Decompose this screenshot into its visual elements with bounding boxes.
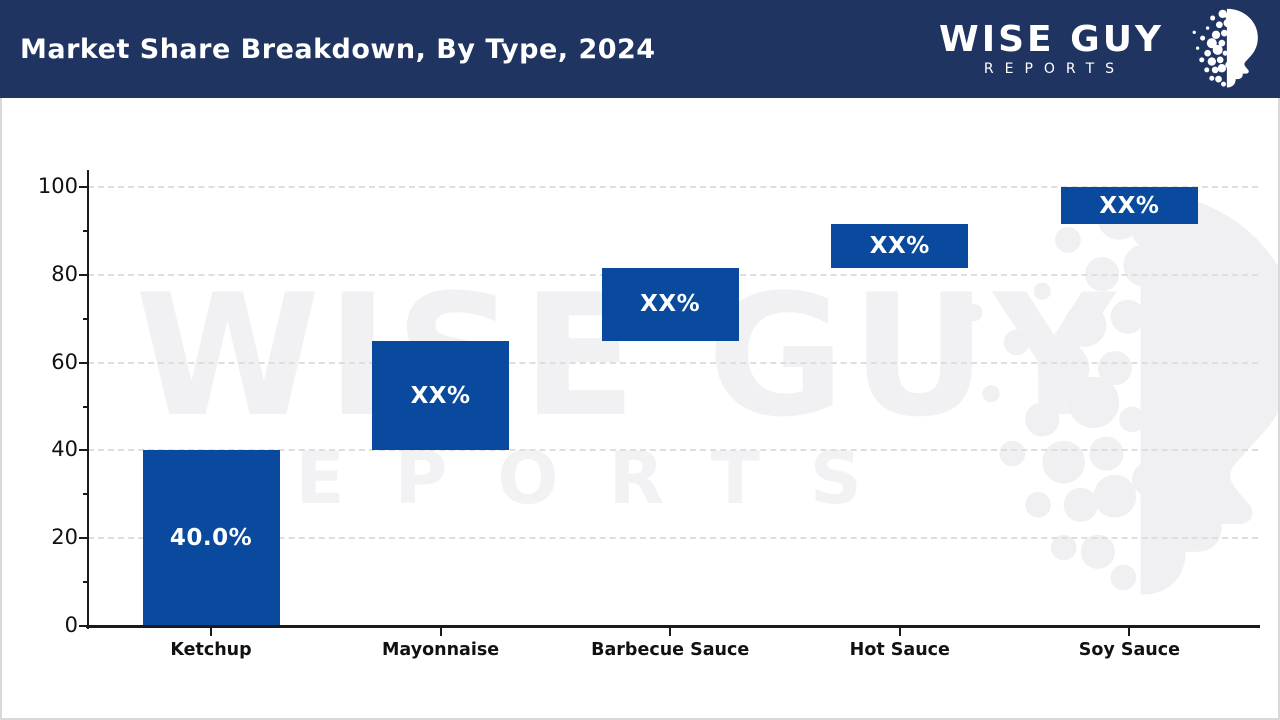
x-tick-mark: [669, 628, 672, 636]
page-title: Market Share Breakdown, By Type, 2024: [20, 33, 656, 65]
x-tick-mark: [898, 628, 901, 636]
bar-soy-sauce: XX%: [1060, 187, 1198, 225]
bar-mayonnaise: XX%: [372, 340, 510, 451]
x-category-label: Mayonnaise: [382, 640, 500, 660]
gridline-40: [88, 449, 1258, 452]
bar-ketchup: 40.0%: [142, 450, 280, 626]
figure-border-right: [1278, 98, 1280, 720]
y-minor-tick-mark: [83, 317, 88, 320]
y-minor-tick-mark: [83, 493, 88, 496]
brand-name: WISE GUY: [938, 19, 1164, 60]
bar-value-label: XX%: [1099, 192, 1160, 219]
bar-hot-sauce: XX%: [831, 224, 969, 269]
y-tick-mark: [79, 186, 88, 188]
y-tick-label: 20: [51, 525, 78, 550]
y-axis-spine: [87, 170, 89, 629]
y-tick-label: 60: [51, 349, 78, 374]
y-tick-mark: [79, 449, 88, 452]
y-tick-mark: [79, 273, 88, 276]
y-tick-mark: [79, 537, 88, 540]
y-tick-label: 80: [51, 261, 78, 286]
brand-logo: WISE GUY REPORTS: [939, 7, 1280, 91]
y-tick-label: 40: [51, 437, 78, 462]
figure-border-bottom: [0, 718, 1280, 720]
x-category-label: Barbecue Sauce: [591, 640, 750, 660]
bar-value-label: 40.0%: [169, 525, 253, 552]
x-tick-mark: [439, 628, 442, 636]
x-category-label: Hot Sauce: [849, 640, 950, 660]
bar-value-label: XX%: [869, 233, 930, 260]
x-category-label: Ketchup: [170, 640, 252, 660]
brand-subname: REPORTS: [983, 61, 1126, 77]
y-tick-mark: [79, 361, 88, 364]
bar-value-label: XX%: [410, 382, 471, 409]
bar-value-label: XX%: [640, 291, 701, 318]
y-tick-mark: [79, 625, 88, 627]
bar-barbecue-sauce: XX%: [601, 268, 739, 341]
x-tick-mark: [1128, 628, 1131, 636]
y-minor-tick-mark: [83, 229, 88, 232]
x-axis-spine: [86, 625, 1260, 628]
x-category-label: Soy Sauce: [1078, 640, 1181, 660]
x-tick-mark: [210, 628, 212, 636]
y-tick-label: 0: [64, 613, 78, 637]
y-minor-tick-mark: [83, 405, 88, 408]
gridline-20: [88, 537, 1258, 540]
wise-guy-head-icon: [1192, 8, 1258, 88]
y-minor-tick-mark: [83, 581, 88, 584]
figure-border-left: [0, 98, 2, 720]
gridline-60: [88, 361, 1258, 364]
gridline-100: [88, 186, 1258, 188]
brand-wordmark: WISE GUY REPORTS: [938, 19, 1164, 77]
y-tick-label: 100: [37, 174, 78, 198]
chart-figure: WISE GUY REPORTS 0 20 40 60 80 100 40.0% XX% XX%…: [0, 98, 1280, 720]
header-bar: Market Share Breakdown, By Type, 2024 WI…: [0, 0, 1280, 98]
